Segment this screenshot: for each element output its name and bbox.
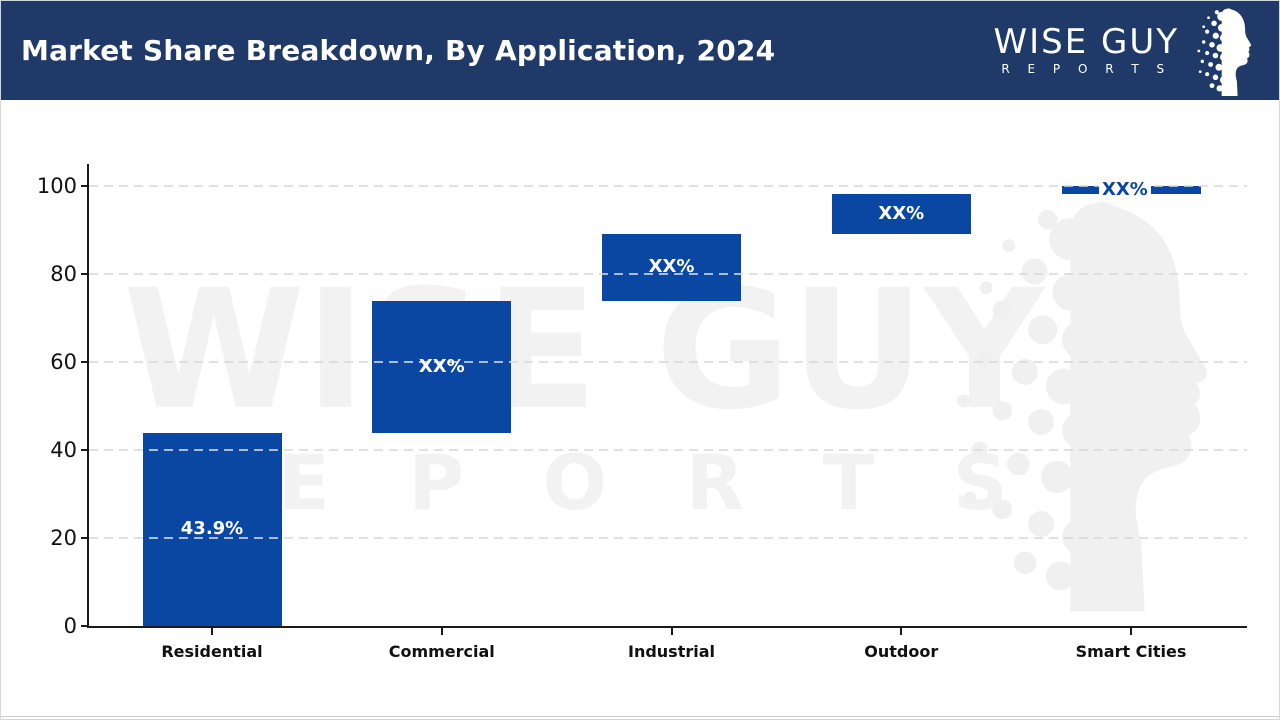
x-tick-label-2: Industrial xyxy=(627,642,715,661)
y-tick-mark-80 xyxy=(81,273,88,275)
logo-brand-name: WISE GUY xyxy=(993,22,1179,62)
x-tick-mark-1 xyxy=(440,628,443,635)
bar-industrial xyxy=(602,233,741,301)
x-tick-label-0: Residential xyxy=(161,642,263,661)
x-tick-label-3: Outdoor xyxy=(864,642,939,661)
bar-value-label-3: XX% xyxy=(878,202,925,224)
y-tick-mark-20 xyxy=(81,537,88,539)
y-tick-label-60: 60 xyxy=(50,350,77,374)
bar-value-label-4: XX% xyxy=(1099,180,1151,201)
logo-face-icon xyxy=(1197,7,1251,96)
y-tick-label-80: 80 xyxy=(50,262,77,286)
x-tick-mark-0 xyxy=(211,628,213,635)
bar-value-label-1: XX% xyxy=(418,355,465,377)
bar-outdoor xyxy=(831,194,971,234)
x-tick-label-1: Commercial xyxy=(388,642,495,661)
wiseguy-logo: WISE GUY R E P O R T S xyxy=(993,6,1261,96)
y-tick-mark-0 xyxy=(81,625,88,627)
chart-title: Market Share Breakdown, By Application, … xyxy=(21,34,776,67)
y-tick-label-40: 40 xyxy=(50,438,77,462)
y-tick-label-0: 0 xyxy=(63,614,77,638)
x-tick-mark-3 xyxy=(900,628,903,635)
watermark-brand-text: WISE GUY xyxy=(123,254,1045,446)
watermark-reports-text: R E P O R T S xyxy=(141,438,1034,527)
x-tick-label-4: Smart Cities xyxy=(1075,642,1187,661)
bar-value-label-0: 43.9% xyxy=(180,518,244,540)
gridline-60 xyxy=(89,361,1247,363)
x-tick-mark-4 xyxy=(1130,628,1132,635)
bar-value-label-2: XX% xyxy=(648,256,695,278)
y-tick-label-20: 20 xyxy=(50,526,77,550)
chart-area: WISE GUY R E P O R T S 0 20 40 60 80 100 Resid… xyxy=(1,100,1279,717)
x-tick-mark-2 xyxy=(670,628,673,635)
y-tick-mark-60 xyxy=(81,361,88,363)
logo-brand-subtitle: R E P O R T S xyxy=(1001,62,1172,76)
plot-area: 0 20 40 60 80 100 Residential Commercial Industr… xyxy=(1,100,1279,716)
bar-commercial xyxy=(372,300,512,433)
header: Market Share Breakdown, By Application, … xyxy=(1,1,1279,100)
logo-text: WISE GUY R E P O R T S xyxy=(993,25,1179,76)
y-axis-line xyxy=(87,164,89,628)
y-tick-label-100: 100 xyxy=(36,174,77,198)
y-tick-mark-100 xyxy=(81,185,88,187)
bar-residential xyxy=(142,432,282,626)
y-tick-mark-40 xyxy=(81,449,88,451)
x-axis-line xyxy=(87,626,1247,628)
